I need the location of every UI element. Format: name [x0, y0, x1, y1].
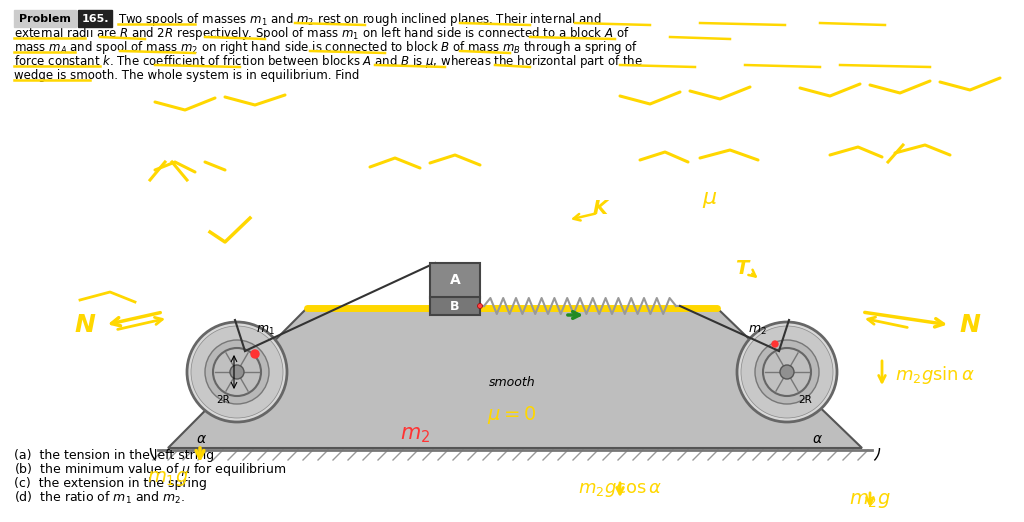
- Text: 165.: 165.: [81, 14, 109, 24]
- Text: force constant $k$. The coefficient of friction between blocks $A$ and $B$ is $\: force constant $k$. The coefficient of f…: [14, 53, 643, 69]
- Text: external radii are $R$ and $2R$ respectively. Spool of mass $m_1$ on left hand s: external radii are $R$ and $2R$ respecti…: [14, 25, 630, 42]
- Circle shape: [772, 341, 778, 347]
- Circle shape: [741, 326, 833, 418]
- Text: $m_2$: $m_2$: [400, 425, 430, 445]
- Text: (b)  the minimum value of $\mu$ for equilibrium: (b) the minimum value of $\mu$ for equil…: [14, 461, 286, 479]
- Text: K: K: [593, 198, 607, 218]
- Circle shape: [737, 322, 837, 422]
- Text: B: B: [451, 300, 460, 313]
- Polygon shape: [168, 308, 862, 448]
- Text: mass $m_A$ and spool of mass $m_2$ on right hand side is connected to block $B$ : mass $m_A$ and spool of mass $m_2$ on ri…: [14, 39, 638, 55]
- Text: $m_1g$: $m_1g$: [147, 469, 188, 488]
- Circle shape: [755, 340, 819, 404]
- Text: T: T: [735, 258, 749, 278]
- Text: Problem: Problem: [19, 14, 71, 24]
- Circle shape: [780, 365, 794, 379]
- Text: $m_2g\sin\alpha$: $m_2g\sin\alpha$: [895, 364, 975, 386]
- Text: $m_2$: $m_2$: [748, 324, 766, 337]
- Circle shape: [763, 348, 811, 396]
- Text: $\mu$: $\mu$: [702, 190, 718, 210]
- Text: Two spools of masses $m_1$ and $m_2$ rest on rough inclined planes. Their intern: Two spools of masses $m_1$ and $m_2$ res…: [118, 10, 602, 28]
- Text: (d)  the ratio of $m_1$ and $m_2$.: (d) the ratio of $m_1$ and $m_2$.: [14, 490, 185, 506]
- Circle shape: [477, 303, 482, 309]
- Text: 2R: 2R: [216, 395, 229, 405]
- Text: wedge is smooth. The whole system is in equilibrium. Find: wedge is smooth. The whole system is in …: [14, 68, 359, 81]
- Text: (c)  the extension in the spring: (c) the extension in the spring: [14, 478, 207, 491]
- Circle shape: [191, 326, 283, 418]
- Bar: [430, 297, 480, 315]
- Text: A: A: [450, 274, 461, 288]
- Text: $m_1$: $m_1$: [256, 324, 274, 337]
- Text: N: N: [959, 313, 980, 337]
- Circle shape: [213, 348, 261, 396]
- Text: $\alpha$: $\alpha$: [812, 432, 823, 446]
- Text: $\mu=0$: $\mu=0$: [487, 404, 537, 426]
- Text: N: N: [75, 313, 95, 337]
- Circle shape: [187, 322, 287, 422]
- Text: (a)  the tension in the left string: (a) the tension in the left string: [14, 449, 214, 462]
- FancyBboxPatch shape: [78, 10, 112, 27]
- Bar: [430, 263, 480, 298]
- Circle shape: [251, 350, 259, 358]
- Text: $m_2g$: $m_2g$: [849, 491, 891, 509]
- Text: 2R: 2R: [798, 395, 812, 405]
- Circle shape: [230, 365, 244, 379]
- FancyBboxPatch shape: [14, 10, 76, 27]
- Circle shape: [205, 340, 269, 404]
- Text: smooth: smooth: [488, 376, 536, 389]
- Text: $\alpha$: $\alpha$: [196, 432, 207, 446]
- Text: $m_2g\cos\alpha$: $m_2g\cos\alpha$: [578, 481, 663, 499]
